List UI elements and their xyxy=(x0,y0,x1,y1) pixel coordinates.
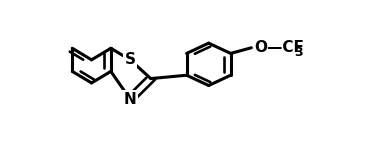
Text: N: N xyxy=(124,92,136,107)
Text: 3: 3 xyxy=(295,46,303,59)
Text: S: S xyxy=(125,52,136,67)
Text: O—CF: O—CF xyxy=(254,40,304,55)
